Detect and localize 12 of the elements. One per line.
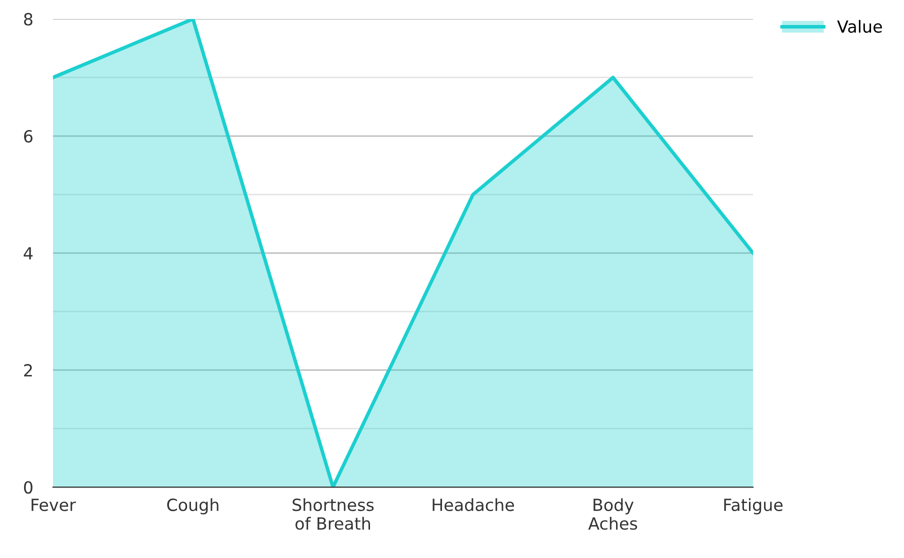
x-tick-label: Cough: [167, 498, 218, 514]
x-tick-label: Shortness of Breath: [292, 498, 374, 530]
x-tick-label: Headache: [432, 498, 514, 512]
y-tick-label: 2: [24, 364, 32, 376]
x-tick-label: Body Aches: [588, 498, 638, 530]
y-tick-label: 6: [24, 130, 32, 143]
y-tick-label: 0: [24, 481, 32, 494]
y-tick-label: 4: [24, 247, 33, 260]
x-tick-label: Fever: [32, 498, 76, 512]
x-tick-label: Fatigue: [724, 498, 783, 514]
y-tick-label: 8: [24, 12, 32, 26]
legend-label: Value: [837, 20, 882, 33]
